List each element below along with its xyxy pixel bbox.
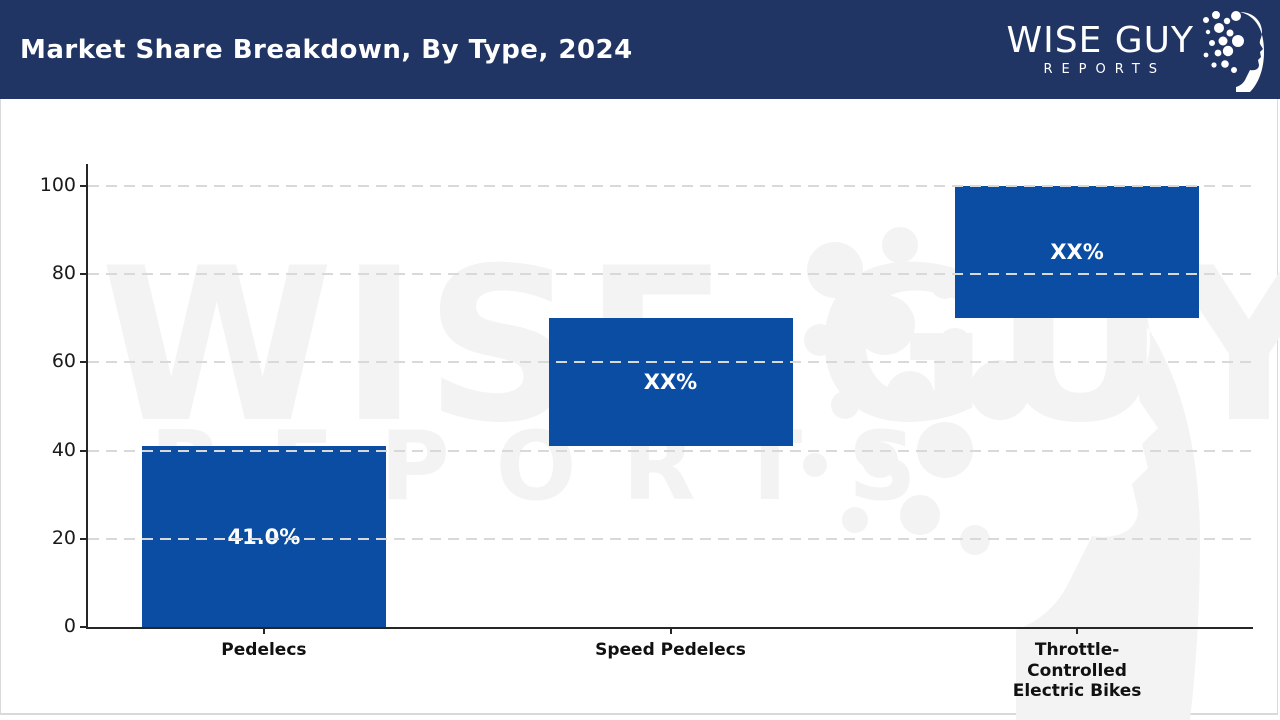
y-tick-mark <box>80 626 88 628</box>
chart-title: Market Share Breakdown, By Type, 2024 <box>20 34 633 65</box>
y-tick-mark <box>80 185 88 188</box>
bar-segment: XX% <box>548 318 793 447</box>
y-tick-label: 40 <box>51 438 76 461</box>
x-category-label: Pedelecs <box>134 640 394 661</box>
x-category-label-line: Throttle- <box>1034 640 1120 660</box>
x-tick-mark <box>669 627 672 634</box>
bar-value-label: XX% <box>1050 240 1104 265</box>
x-category-label: Throttle- Controlled Electric Bikes <box>947 640 1207 702</box>
bar-value-label: 41.0% <box>227 524 301 549</box>
brand-subtitle: REPORTS <box>1043 62 1167 77</box>
gridline-y-100 <box>88 185 1253 188</box>
x-category-label-line: Electric Bikes <box>1012 681 1142 702</box>
gridline-y-80 <box>88 273 1253 276</box>
bar-segment: 41.0% <box>141 446 386 627</box>
y-axis-line <box>86 164 88 629</box>
chart-frame <box>0 99 1278 715</box>
y-tick-mark <box>80 273 88 276</box>
brand-name: WISE GUY <box>1006 20 1194 61</box>
y-tick-label: 20 <box>51 526 76 549</box>
x-tick-mark <box>262 627 265 634</box>
bar-segment: XX% <box>955 186 1200 319</box>
y-tick-mark <box>80 449 88 452</box>
y-tick-label: 60 <box>51 350 76 373</box>
brand-logo: WISE GUY REPORTS <box>1007 8 1267 92</box>
gridline-y-60 <box>88 361 1253 364</box>
y-tick-mark <box>80 537 88 540</box>
dotted-face-icon <box>1203 10 1264 92</box>
y-tick-label: 100 <box>39 174 76 197</box>
x-category-label-line: Pedelecs <box>221 640 307 660</box>
x-category-label-line: Controlled <box>1027 660 1127 681</box>
y-tick-label: 80 <box>51 262 76 285</box>
x-category-label-line: Speed Pedelecs <box>595 640 746 660</box>
x-axis-line <box>86 627 1253 629</box>
header-bar: Market Share Breakdown, By Type, 2024 WI… <box>0 0 1280 99</box>
gridline-y-20 <box>88 537 1253 540</box>
y-tick-label: 0 <box>63 615 76 637</box>
x-category-label: Speed Pedelecs <box>541 640 801 661</box>
gridline-y-40 <box>88 449 1253 452</box>
bar-value-label: XX% <box>643 370 698 395</box>
y-tick-mark <box>80 361 88 364</box>
brand-logo-text: WISE GUY REPORTS <box>1006 20 1195 77</box>
